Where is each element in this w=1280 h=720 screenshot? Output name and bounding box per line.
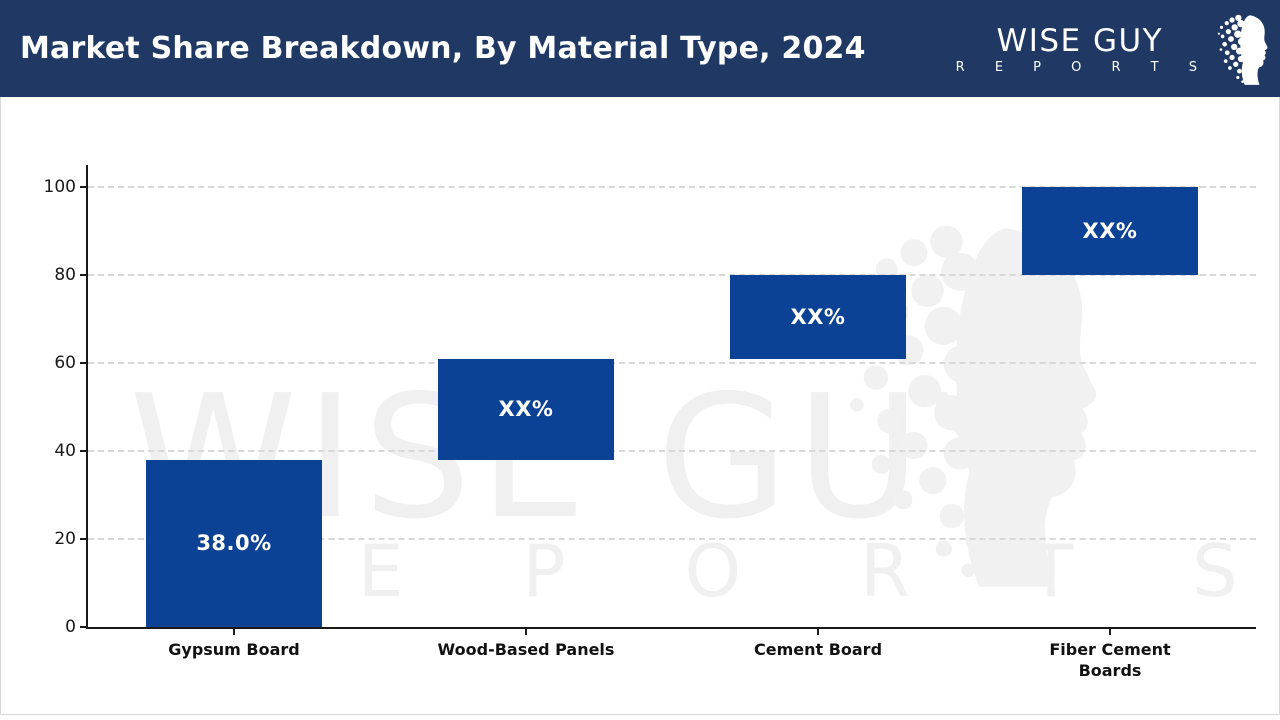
category-label-4: Fiber Cement Boards [1049,640,1171,680]
y-axis-line [86,165,88,629]
x-tick-3 [817,627,819,635]
category-label-3: Cement Board [753,640,883,659]
watermark-text-2: R E P O R T S [189,529,1280,613]
brand-logo: WISE GUY R E P O R T S [950,11,1280,87]
brand-logo-text: WISE GUY R E P O R T S [950,23,1210,75]
bar-value-label-3: XX% [790,304,846,329]
x-tick-4 [1109,627,1111,635]
y-tick-100 [80,186,88,188]
gridline-y-40 [88,450,1256,452]
y-tick-label-0: 0 [65,617,76,637]
y-tick-label-80: 80 [54,265,76,285]
bar-value-label-2: XX% [498,397,554,422]
y-tick-0 [80,626,88,628]
y-tick-label-40: 40 [54,441,76,461]
bar-value-label-4: XX% [1082,219,1138,243]
y-tick-80 [80,274,88,276]
page-title: Market Share Breakdown, By Material Type… [20,31,866,66]
y-tick-label-100: 100 [43,177,76,197]
x-tick-1 [233,627,235,635]
y-tick-label-60: 60 [54,353,76,373]
y-tick-label-20: 20 [54,529,76,549]
y-tick-20 [80,538,88,540]
gridline-y-20 [88,538,1256,540]
bar-4: XX% [1022,187,1198,275]
gridline-y-60 [88,362,1256,364]
bar-value-label-1: 38.0% [196,531,272,556]
y-tick-60 [80,362,88,364]
category-label-2: Wood-Based Panels [437,640,615,659]
header-bar: Market Share Breakdown, By Material Type… [0,0,1280,97]
y-tick-40 [80,450,88,452]
x-tick-2 [525,627,527,635]
category-label-1: Gypsum Board [168,640,300,659]
brand-name: WISE GUY [996,22,1164,59]
bar-2: XX% [438,358,614,460]
bar-3: XX% [730,275,906,359]
bar-1: 38.0% [146,459,322,627]
brand-subtitle: R E P O R T S [955,59,1210,75]
gridline-y-80 [88,274,1256,276]
gridline-y-100 [88,186,1256,188]
x-axis-line [86,627,1256,629]
